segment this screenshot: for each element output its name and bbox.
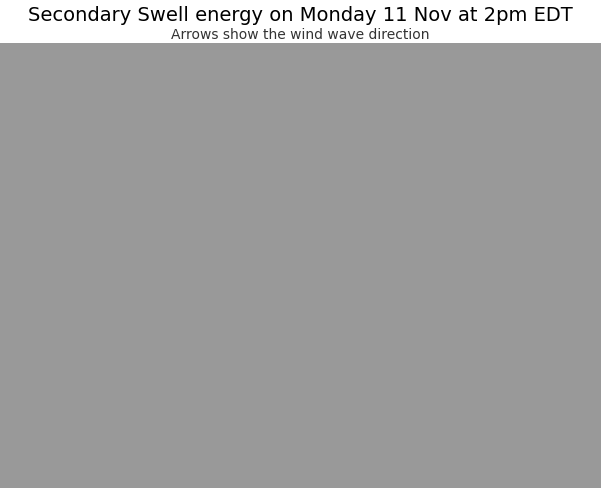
- Text: Secondary Swell energy on Monday 11 Nov at 2pm EDT: Secondary Swell energy on Monday 11 Nov …: [28, 6, 573, 25]
- Text: Arrows show the wind wave direction: Arrows show the wind wave direction: [171, 28, 430, 42]
